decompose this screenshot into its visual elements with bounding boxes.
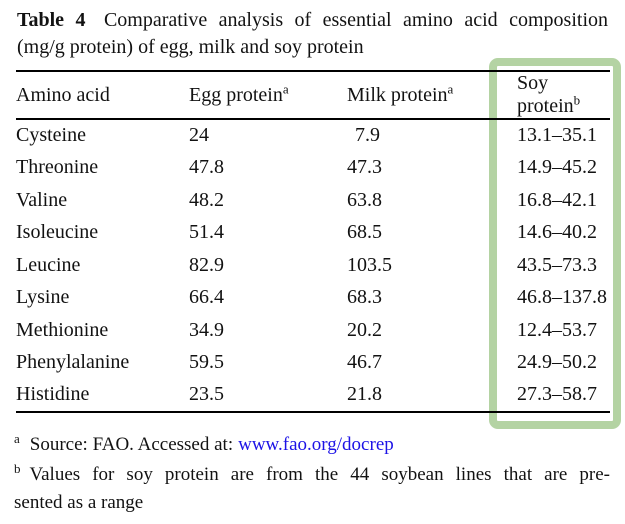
cell-soy: 46.8–137.8: [517, 286, 607, 309]
cell-egg: 48.2: [189, 188, 224, 211]
cell-amino-acid: Threonine: [16, 156, 99, 179]
cell-soy: 13.1–35.1: [517, 124, 597, 147]
cell-milk: 68.3: [347, 286, 382, 309]
footnote-b-line2: sented as a range: [14, 492, 144, 513]
cell-milk: 20.2: [347, 318, 382, 341]
table-row: Threonine 47.8 47.3 14.9–45.2: [16, 152, 610, 185]
table-row: Leucine 82.9 103.5 43.5–73.3: [16, 249, 610, 282]
footnote-marker-b: b: [573, 92, 581, 108]
cell-egg: 59.5: [189, 351, 224, 374]
cell-amino-acid: Cysteine: [16, 124, 86, 147]
cell-egg: 66.4: [189, 286, 224, 309]
cell-egg: 82.9: [189, 253, 224, 276]
table-caption-line2: (mg/g protein) of egg, milk and soy prot…: [17, 36, 364, 58]
column-header-egg-protein: Egg proteina: [189, 80, 289, 106]
cell-milk: 47.3: [347, 156, 382, 179]
header-row: Amino acid Egg proteina Milk proteina So…: [16, 71, 610, 119]
cell-milk: 21.8: [347, 383, 382, 406]
footnote-a: a Source: FAO. Accessed at: www.fao.org/do…: [14, 431, 610, 459]
footnote-marker-a: a: [282, 80, 289, 96]
cell-egg: 23.5: [189, 383, 224, 406]
footnote-marker-a: a: [447, 80, 454, 96]
cell-soy: 16.8–42.1: [517, 188, 597, 211]
table-row: Valine 48.2 63.8 16.8–42.1: [16, 184, 610, 217]
cell-amino-acid: Methionine: [16, 318, 109, 341]
cell-soy: 12.4–53.7: [517, 318, 597, 341]
amino-acid-table: Amino acid Egg proteina Milk proteina So…: [16, 70, 610, 413]
table-row: Lysine 66.4 68.3 46.8–137.8: [16, 282, 610, 315]
cell-egg: 34.9: [189, 318, 224, 341]
column-header-milk-protein: Milk proteina: [347, 80, 454, 106]
table-caption-text: Comparative analysis of essential amino …: [103, 9, 608, 31]
cell-amino-acid: Histidine: [16, 383, 90, 406]
cell-milk: 63.8: [347, 188, 382, 211]
table-row: Isoleucine 51.4 68.5 14.6–40.2: [16, 217, 610, 250]
cell-soy: 27.3–58.7: [517, 383, 597, 406]
cell-egg: 47.8: [189, 156, 224, 179]
footnote-b-line1: b Values for soy protein are from the 44 …: [14, 461, 610, 489]
cell-egg: 51.4: [189, 221, 224, 244]
cell-amino-acid: Lysine: [16, 286, 70, 309]
table-row: Phenylalanine 59.5 46.7 24.9–50.2: [16, 347, 610, 380]
cell-milk: 7.9: [355, 124, 380, 147]
cell-amino-acid: Isoleucine: [16, 221, 99, 244]
footnote-a-text: Source: FAO. Accessed at:: [29, 434, 234, 455]
table-row: Histidine 23.5 21.8 27.3–58.7: [16, 379, 610, 412]
table-caption-label: Table 4: [17, 9, 86, 31]
footnote-b-marker: b: [14, 460, 21, 476]
table-caption: Table 4 Comparative analysis of essentia…: [17, 7, 608, 61]
cell-soy: 14.6–40.2: [517, 221, 597, 244]
footnote-b-text: Values for soy protein are from the 44 s…: [29, 464, 611, 485]
footnote-a-marker: a: [14, 430, 20, 446]
fao-link[interactable]: www.fao.org/docrep: [238, 434, 394, 455]
table-caption-line1: Table 4 Comparative analysis of essentia…: [17, 7, 608, 34]
column-header-soy-protein: Soy proteinb: [517, 72, 581, 117]
footnote-b: b Values for soy protein are from the 44 …: [14, 461, 610, 517]
cell-amino-acid: Leucine: [16, 253, 81, 276]
cell-milk: 46.7: [347, 351, 382, 374]
cell-soy: 43.5–73.3: [517, 253, 597, 276]
cell-egg: 24: [189, 124, 209, 147]
cell-soy: 24.9–50.2: [517, 351, 597, 374]
cell-milk: 103.5: [347, 253, 392, 276]
table-row: Methionine 34.9 20.2 12.4–53.7: [16, 314, 610, 347]
cell-amino-acid: Phenylalanine: [16, 351, 130, 374]
column-header-amino-acid: Amino acid: [16, 83, 110, 106]
cell-soy: 14.9–45.2: [517, 156, 597, 179]
soy-column-highlight-box: [489, 58, 621, 429]
cell-milk: 68.5: [347, 221, 382, 244]
cell-amino-acid: Valine: [16, 188, 68, 211]
table-row: Cysteine 24 7.9 13.1–35.1: [16, 119, 610, 152]
